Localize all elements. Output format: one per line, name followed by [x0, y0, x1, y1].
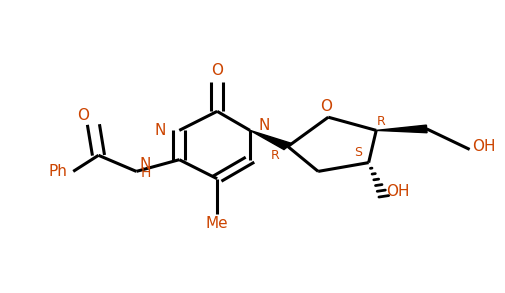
Text: OH: OH	[386, 184, 410, 200]
Text: N: N	[155, 123, 166, 138]
Text: OH: OH	[472, 139, 495, 154]
Polygon shape	[250, 130, 292, 149]
Text: O: O	[77, 108, 89, 123]
Text: Ph: Ph	[48, 164, 68, 179]
Text: O: O	[320, 98, 332, 114]
Text: S: S	[355, 146, 363, 159]
Polygon shape	[376, 125, 427, 133]
Text: H: H	[140, 166, 150, 180]
Text: O: O	[211, 63, 223, 79]
Text: N: N	[140, 157, 151, 173]
Text: R: R	[271, 149, 280, 162]
Text: N: N	[259, 118, 270, 134]
Text: Me: Me	[206, 216, 228, 231]
Text: R: R	[377, 115, 386, 128]
